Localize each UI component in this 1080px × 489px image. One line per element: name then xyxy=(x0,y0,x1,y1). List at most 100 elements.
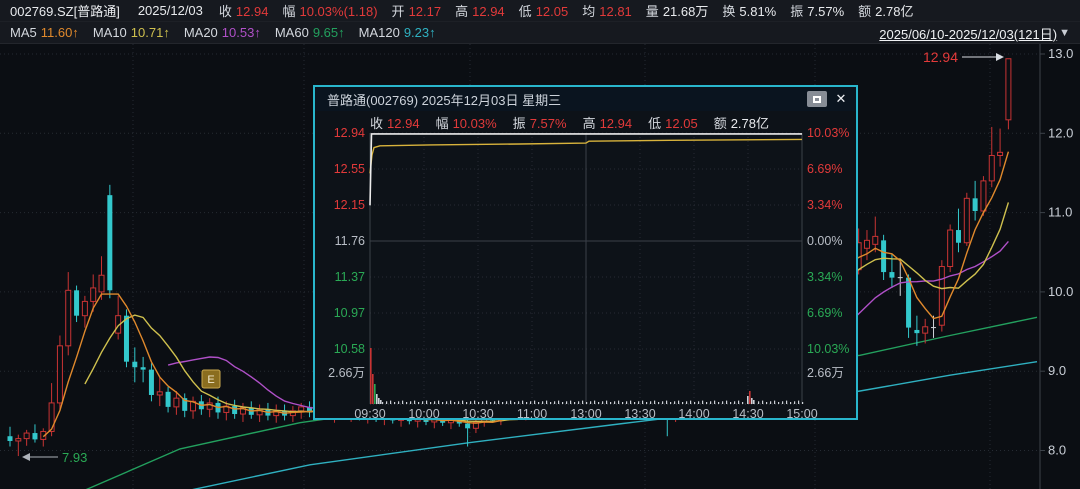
candle-body-up xyxy=(938,266,945,326)
volume-bar-small xyxy=(446,401,448,404)
volume-bar-small xyxy=(742,402,744,404)
volume-bar xyxy=(751,398,753,404)
popup-left-label: 12.55 xyxy=(334,162,365,176)
popup-stat-5: 额 2.78亿 xyxy=(713,115,770,131)
popup-time-label: 14:00 xyxy=(678,407,709,421)
ma-legend-ma60: MA60 9.65↑ xyxy=(274,25,345,40)
price-line xyxy=(369,133,802,206)
popup-right-label: 0.00% xyxy=(807,234,842,248)
volume-bar-small xyxy=(510,400,512,404)
popup-right-label: 6.69% xyxy=(807,306,842,320)
volume-bar-small xyxy=(734,401,736,404)
quote-stat-9: 额 2.78亿 xyxy=(858,4,914,19)
volume-bar-small xyxy=(702,400,704,404)
volume-bar xyxy=(372,374,374,404)
volume-bar-small xyxy=(686,401,688,404)
volume-bar-small xyxy=(786,400,788,404)
quote-stat-4: 低 12.05 xyxy=(518,4,569,19)
date-range-selector[interactable]: 2025/06/10-2025/12/03(121日) ▼ xyxy=(879,22,1070,44)
volume-bar-small xyxy=(530,401,532,404)
volume-bar-small xyxy=(646,402,648,404)
volume-bar-small xyxy=(430,402,432,404)
popup-time-label: 13:30 xyxy=(624,407,655,421)
candle-body-up xyxy=(98,274,105,293)
y-axis-label: 9.0 xyxy=(1048,363,1066,378)
volume-bar-small xyxy=(466,402,468,404)
volume-bar-small xyxy=(634,402,636,404)
quote-stat-8: 振 7.57% xyxy=(790,4,845,19)
popup-titlebar[interactable]: 普路通(002769) 2025年12月03日 星期三 ✕ xyxy=(315,87,856,111)
candle-body-down xyxy=(148,369,154,395)
volume-bar-small xyxy=(782,401,784,404)
close-button[interactable]: ✕ xyxy=(831,91,851,107)
candle-body-up xyxy=(81,300,88,317)
candle-body-down xyxy=(906,277,912,328)
volume-bar-small xyxy=(506,401,508,404)
quote-stat-2: 开 12.17 xyxy=(391,4,442,19)
restore-icon xyxy=(813,95,821,103)
volume-bar xyxy=(380,400,382,404)
volume-bar-small xyxy=(602,401,604,404)
volume-bar-small xyxy=(730,402,732,404)
volume-bar-small xyxy=(774,400,776,404)
volume-bar-small xyxy=(578,401,580,404)
candle-body-up xyxy=(872,235,879,245)
quote-stat-3: 高 12.94 xyxy=(455,4,505,19)
volume-bar-small xyxy=(674,401,676,404)
ma-legend-items: MA5 11.60↑ MA10 10.71↑ MA20 10.53↑ MA60 9.65↑ MA… xyxy=(10,25,450,40)
candle-body-down xyxy=(881,240,887,273)
volume-bar-small xyxy=(726,400,728,404)
candle-body-up xyxy=(863,239,870,249)
popup-left-label: 11.37 xyxy=(335,270,365,284)
candle-body-up xyxy=(156,391,163,396)
volume-bar-small xyxy=(614,401,616,404)
volume-bar xyxy=(749,391,751,404)
popup-title: 普路通(002769) 2025年12月03日 星期三 xyxy=(327,92,562,108)
candle-body-down xyxy=(972,198,978,212)
volume-bar-small xyxy=(486,400,488,404)
y-axis-label: 13.0 xyxy=(1048,46,1073,61)
popup-right-label: 10.03% xyxy=(807,342,849,356)
volume-bar-small xyxy=(470,401,472,404)
candle-body-down xyxy=(465,423,471,429)
low-marker-arrowhead xyxy=(22,453,30,461)
close-icon: ✕ xyxy=(835,91,847,106)
ma-legend-bar: MA5 11.60↑ MA10 10.71↑ MA20 10.53↑ MA60 9.65↑ MA… xyxy=(0,22,1080,44)
intraday-popup-window[interactable]: 普路通(002769) 2025年12月03日 星期三 ✕ 收 12.94 幅 10.… xyxy=(313,85,858,422)
candle-body-down xyxy=(232,406,238,415)
date-range-text[interactable]: 2025/06/10-2025/12/03(121日) xyxy=(879,26,1058,42)
latest-price-arrowhead xyxy=(996,53,1004,61)
volume-bar xyxy=(370,348,372,404)
chevron-down-icon[interactable]: ▼ xyxy=(1059,27,1070,39)
volume-bar-small xyxy=(462,400,464,404)
volume-bar-small xyxy=(390,400,392,404)
candle-body-up xyxy=(922,326,929,334)
volume-bar-small xyxy=(490,402,492,404)
volume-bar-small xyxy=(714,400,716,404)
volume-bar-small xyxy=(610,402,612,404)
volume-bar-small xyxy=(618,400,620,404)
restore-button[interactable] xyxy=(807,91,827,107)
popup-time-label: 13:00 xyxy=(570,407,601,421)
candle-body-down xyxy=(307,406,313,413)
volume-bar-small xyxy=(442,402,444,404)
volume-bar-small xyxy=(566,401,568,404)
volume-bar-small xyxy=(682,402,684,404)
volume-bar-small xyxy=(482,401,484,404)
y-axis-label: 11.0 xyxy=(1048,205,1072,220)
intraday-chart[interactable]: 12.94 12.55 12.15 11.76 11.37 10.97 10.58 2.66万… xyxy=(315,126,856,422)
volume-bar-small xyxy=(722,401,724,404)
volume-bar-small xyxy=(474,400,476,404)
volume-bar-small xyxy=(606,400,608,404)
candle-body-up xyxy=(173,397,180,408)
candle-body-down xyxy=(914,329,920,334)
volume-bar-small xyxy=(586,402,588,404)
volume-bar-small xyxy=(398,401,400,404)
volume-bar-small xyxy=(654,400,656,404)
volume-bar-small xyxy=(770,401,772,404)
popup-stat-4: 低 12.05 xyxy=(648,115,698,131)
volume-bar-small xyxy=(394,402,396,404)
candle-body-up xyxy=(40,430,47,440)
volume-bar-small xyxy=(598,402,600,404)
